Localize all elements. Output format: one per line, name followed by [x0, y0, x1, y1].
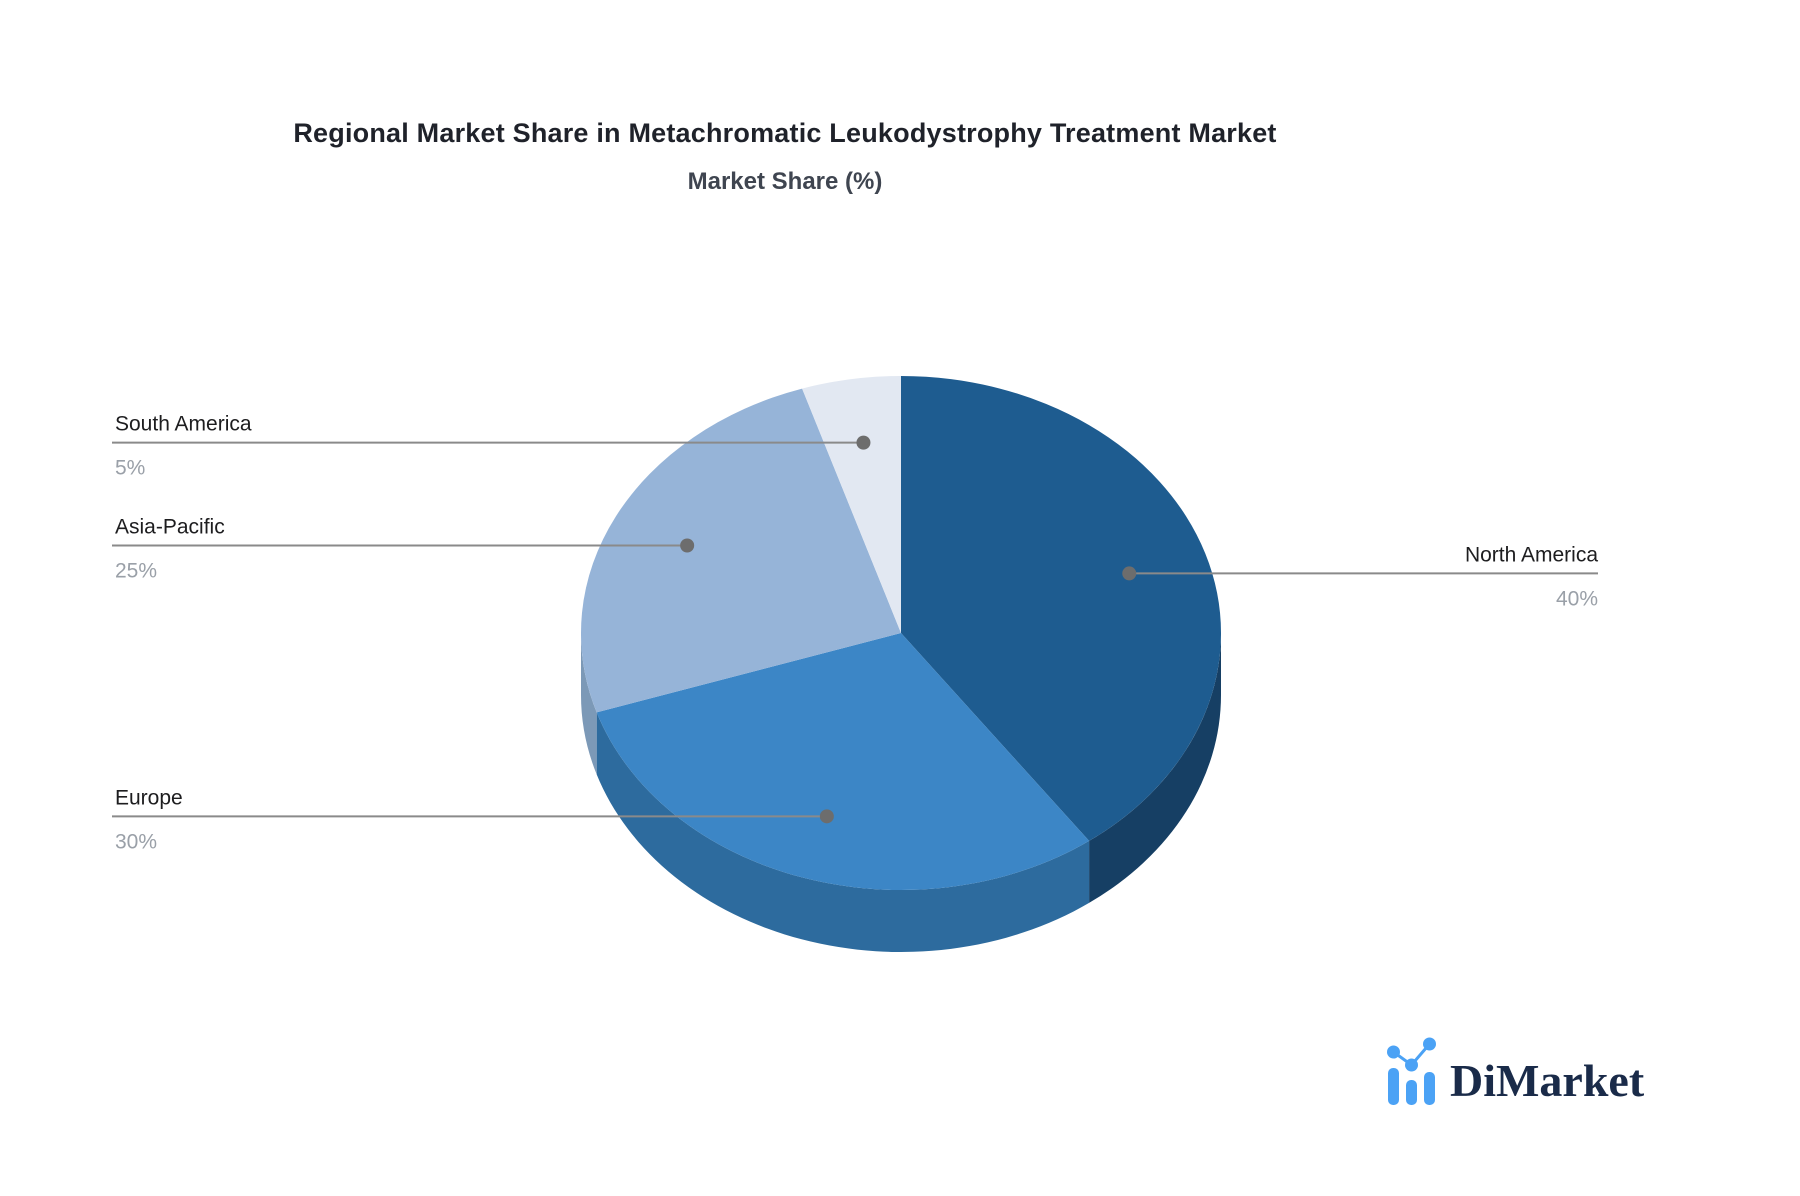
leader-dot-asia-pacific — [680, 538, 695, 553]
pie-slice-side-north-america — [1089, 633, 1221, 903]
slice-value-south-america: 5% — [115, 457, 145, 480]
slice-label-europe: Europe — [115, 786, 183, 809]
chart-title: Regional Market Share in Metachromatic L… — [293, 118, 1277, 148]
leader-dot-north-america — [1122, 566, 1137, 581]
pie-slice-side-europe — [596, 712, 1090, 952]
leader-dot-south-america — [856, 435, 871, 450]
leader-dot-europe — [819, 809, 834, 824]
brand-logo: DiMarket — [1384, 1030, 1644, 1106]
chart-subtitle: Market Share (%) — [687, 168, 883, 195]
brand-name: DiMarket — [1450, 1055, 1645, 1106]
slice-label-north-america: North America — [1465, 543, 1598, 566]
pie-slice-asia-pacific — [581, 388, 901, 713]
slice-value-asia-pacific: 25% — [115, 559, 157, 582]
pie-slice-side-asia-pacific — [581, 633, 597, 775]
pie-slice-north-america — [901, 376, 1222, 841]
slice-value-europe: 30% — [115, 830, 157, 853]
slice-label-asia-pacific: Asia-Pacific — [115, 515, 225, 538]
bar-chart-trend-icon — [1387, 1037, 1436, 1105]
slice-label-south-america: South America — [115, 413, 252, 436]
slice-value-north-america: 40% — [1556, 587, 1598, 610]
pie-slice-south-america — [802, 376, 901, 633]
pie-slice-europe — [596, 633, 1090, 890]
